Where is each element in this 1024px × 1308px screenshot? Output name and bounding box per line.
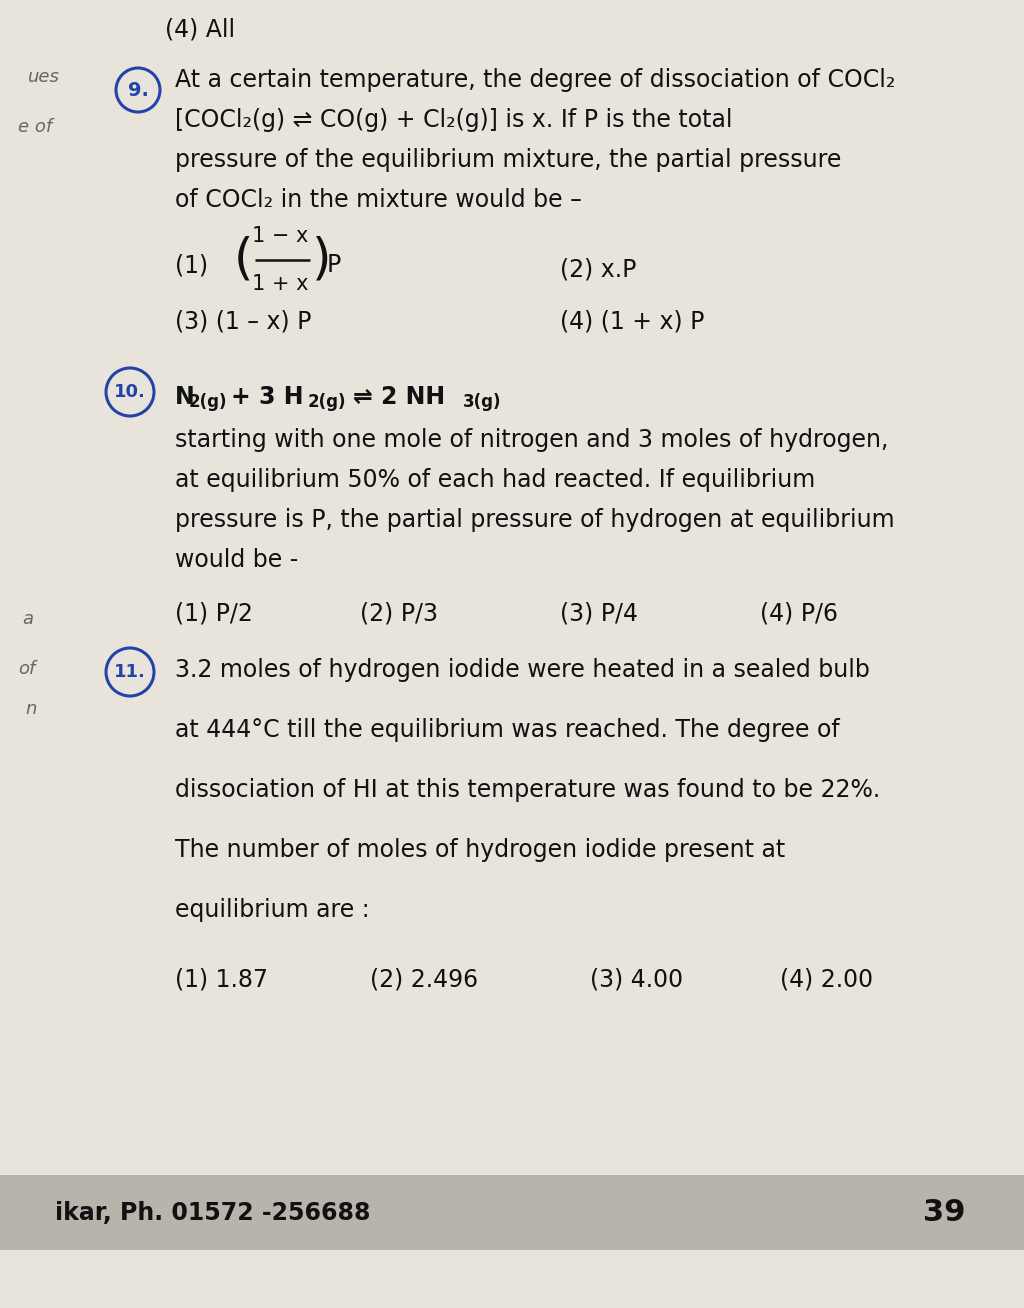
Text: e of: e of — [18, 118, 52, 136]
Text: pressure of the equilibrium mixture, the partial pressure: pressure of the equilibrium mixture, the… — [175, 148, 842, 171]
Text: (1) P/2: (1) P/2 — [175, 602, 253, 627]
Text: At a certain temperature, the degree of dissociation of COCl₂: At a certain temperature, the degree of … — [175, 68, 895, 92]
Text: ikar, Ph. 01572 -256688: ikar, Ph. 01572 -256688 — [55, 1201, 371, 1224]
Text: 3(g): 3(g) — [463, 392, 502, 411]
Text: (3) 4.00: (3) 4.00 — [590, 968, 683, 991]
Text: starting with one mole of nitrogen and 3 moles of hydrogen,: starting with one mole of nitrogen and 3… — [175, 428, 889, 453]
Text: of: of — [18, 661, 36, 678]
Text: of COCl₂ in the mixture would be –: of COCl₂ in the mixture would be – — [175, 188, 582, 212]
FancyBboxPatch shape — [0, 1175, 1024, 1250]
Text: The number of moles of hydrogen iodide present at: The number of moles of hydrogen iodide p… — [175, 838, 785, 862]
Text: ues: ues — [28, 68, 59, 86]
Text: (4) 2.00: (4) 2.00 — [780, 968, 873, 991]
Text: (2) x.P: (2) x.P — [560, 258, 636, 283]
Text: 11.: 11. — [114, 663, 146, 681]
Text: a: a — [22, 610, 33, 628]
Text: + 3 H: + 3 H — [231, 385, 303, 409]
Text: [COCl₂(g) ⇌ CO(g) + Cl₂(g)] is x. If P is the total: [COCl₂(g) ⇌ CO(g) + Cl₂(g)] is x. If P i… — [175, 109, 732, 132]
Text: (1) 1.87: (1) 1.87 — [175, 968, 268, 991]
Text: 1 − x: 1 − x — [252, 226, 308, 246]
Text: 39: 39 — [923, 1198, 966, 1227]
Text: dissociation of HI at this temperature was found to be 22%.: dissociation of HI at this temperature w… — [175, 778, 881, 802]
Text: n: n — [25, 700, 37, 718]
Text: 2(g): 2(g) — [308, 392, 346, 411]
Text: equilibrium are :: equilibrium are : — [175, 899, 370, 922]
Text: (3) P/4: (3) P/4 — [560, 602, 638, 627]
Text: pressure is P, the partial pressure of hydrogen at equilibrium: pressure is P, the partial pressure of h… — [175, 508, 895, 532]
Text: 2(g): 2(g) — [189, 392, 227, 411]
Text: (1): (1) — [175, 252, 208, 277]
Text: (4) All: (4) All — [165, 18, 236, 42]
Text: ): ) — [312, 235, 332, 284]
Text: would be -: would be - — [175, 548, 298, 572]
Text: ⇌ 2 NH: ⇌ 2 NH — [353, 385, 445, 409]
Text: at 444°C till the equilibrium was reached. The degree of: at 444°C till the equilibrium was reache… — [175, 718, 840, 742]
Text: P: P — [327, 252, 341, 277]
Text: (2) 2.496: (2) 2.496 — [370, 968, 478, 991]
Text: 10.: 10. — [114, 383, 146, 402]
Text: (4) (1 + x) P: (4) (1 + x) P — [560, 310, 705, 334]
Text: (: ( — [233, 235, 253, 284]
Text: (3) (1 – x) P: (3) (1 – x) P — [175, 310, 311, 334]
Text: N: N — [175, 385, 195, 409]
Text: 3.2 moles of hydrogen iodide were heated in a sealed bulb: 3.2 moles of hydrogen iodide were heated… — [175, 658, 869, 681]
Text: (2) P/3: (2) P/3 — [360, 602, 438, 627]
Text: 9.: 9. — [128, 81, 148, 99]
Text: 1 + x: 1 + x — [252, 273, 308, 294]
Text: (4) P/6: (4) P/6 — [760, 602, 838, 627]
Text: at equilibrium 50% of each had reacted. If equilibrium: at equilibrium 50% of each had reacted. … — [175, 468, 815, 492]
